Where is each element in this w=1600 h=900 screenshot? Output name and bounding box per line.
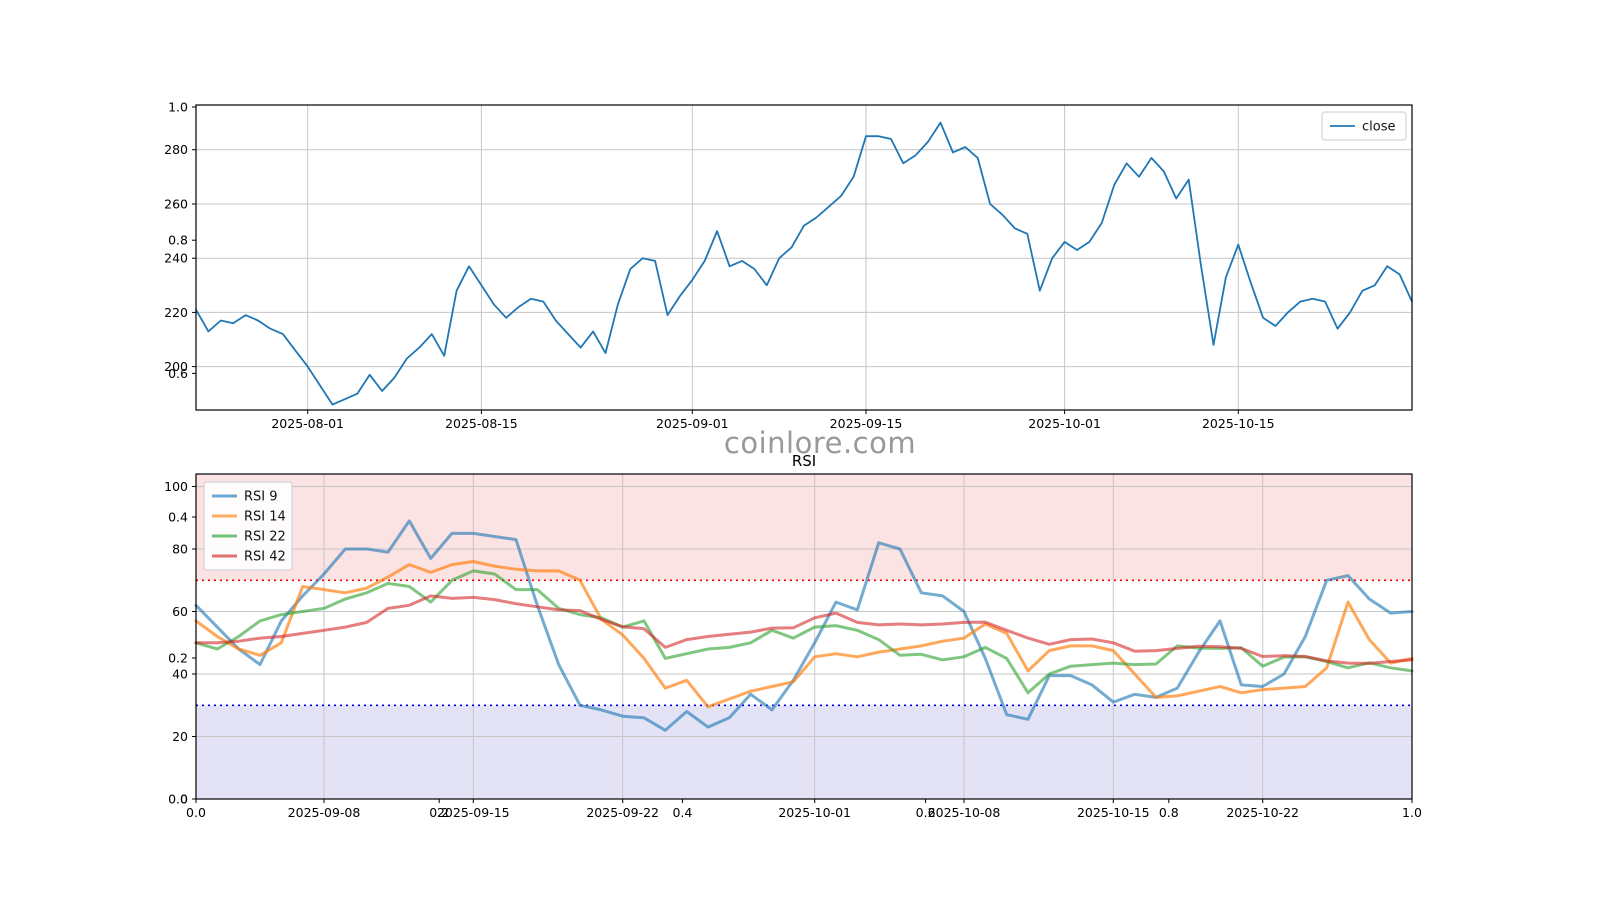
svg-text:2025-10-15: 2025-10-15 (1202, 416, 1275, 431)
svg-text:0.6: 0.6 (916, 805, 936, 820)
svg-text:200: 200 (164, 359, 188, 374)
svg-text:RSI 14: RSI 14 (244, 510, 286, 525)
svg-text:20: 20 (172, 729, 188, 744)
watermark: coinlore.com (723, 426, 917, 460)
svg-text:RSI 42: RSI 42 (244, 550, 286, 565)
svg-text:0: 0 (180, 792, 188, 807)
svg-text:2025-10-08: 2025-10-08 (928, 805, 1001, 820)
svg-text:80: 80 (172, 542, 188, 557)
svg-text:280: 280 (164, 142, 188, 157)
svg-text:2025-09-01: 2025-09-01 (656, 416, 729, 431)
svg-text:0.2: 0.2 (168, 651, 188, 666)
svg-text:2025-08-15: 2025-08-15 (445, 416, 518, 431)
svg-text:2025-09-22: 2025-09-22 (586, 805, 659, 820)
rsi-chart-title: RSI (791, 452, 817, 470)
svg-text:0.4: 0.4 (168, 510, 188, 525)
svg-text:100: 100 (164, 479, 188, 494)
svg-text:0.2: 0.2 (429, 805, 449, 820)
svg-text:RSI 22: RSI 22 (244, 530, 286, 545)
svg-text:60: 60 (172, 604, 188, 619)
svg-text:0.8: 0.8 (1159, 805, 1179, 820)
svg-text:2025-09-15: 2025-09-15 (437, 805, 510, 820)
svg-text:260: 260 (164, 197, 188, 212)
svg-text:2025-10-01: 2025-10-01 (1028, 416, 1101, 431)
svg-text:40: 40 (172, 667, 188, 682)
svg-text:2025-09-08: 2025-09-08 (288, 805, 361, 820)
svg-text:1.0: 1.0 (168, 100, 188, 115)
svg-text:2025-10-01: 2025-10-01 (778, 805, 851, 820)
svg-text:RSI 9: RSI 9 (244, 490, 278, 505)
svg-text:220: 220 (164, 305, 188, 320)
svg-text:0.4: 0.4 (672, 805, 692, 820)
svg-text:1.0: 1.0 (1402, 805, 1422, 820)
svg-text:close: close (1362, 120, 1395, 135)
svg-text:2025-10-15: 2025-10-15 (1077, 805, 1150, 820)
svg-text:2025-09-15: 2025-09-15 (830, 416, 903, 431)
svg-text:0.0: 0.0 (168, 792, 188, 807)
svg-text:2025-08-01: 2025-08-01 (271, 416, 344, 431)
svg-text:2025-10-22: 2025-10-22 (1226, 805, 1299, 820)
svg-text:0.8: 0.8 (168, 233, 188, 248)
svg-text:0.0: 0.0 (186, 805, 206, 820)
svg-text:0.6: 0.6 (168, 366, 188, 381)
svg-text:240: 240 (164, 251, 188, 266)
